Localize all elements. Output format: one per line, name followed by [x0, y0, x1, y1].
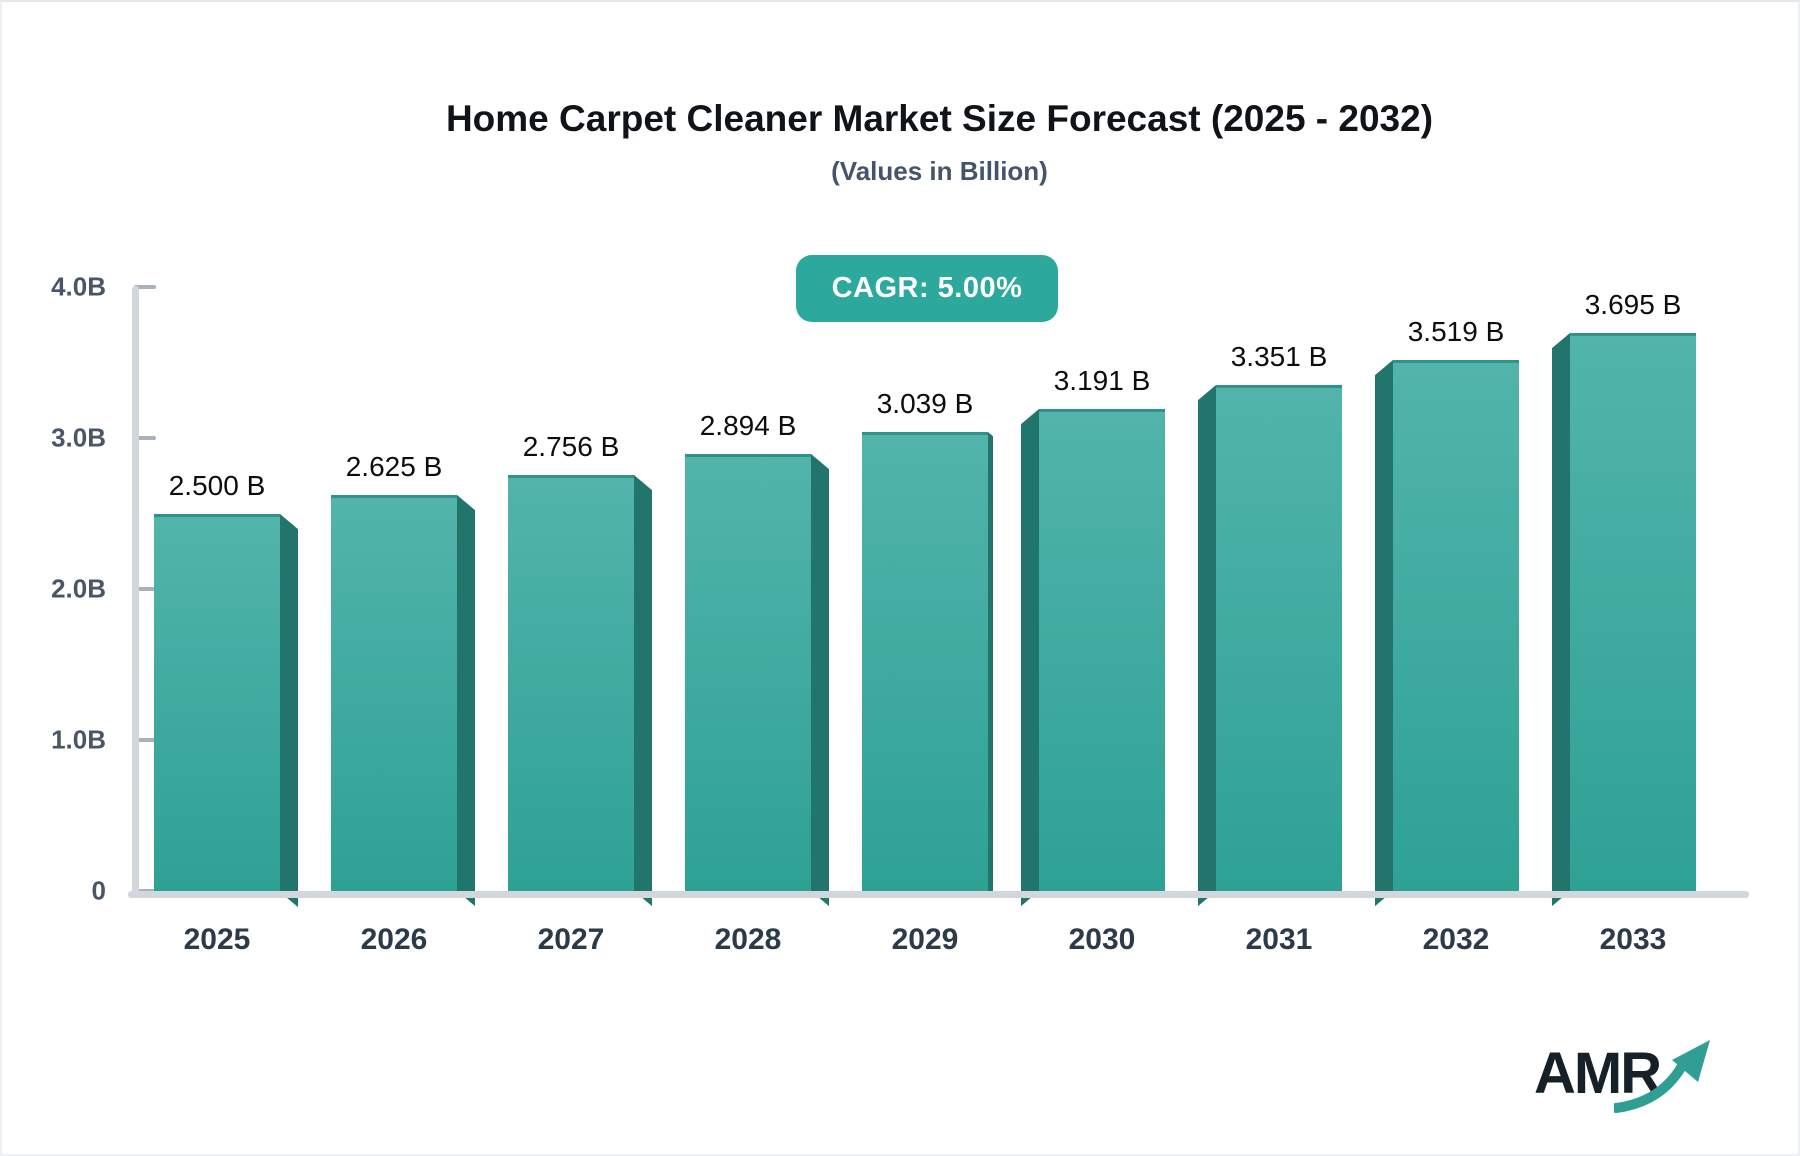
bar-side-face	[988, 432, 993, 896]
plot-area: 2.500 B 2025 2.625 B 2026 2.756 B 2027 2.894 B…	[132, 287, 1747, 956]
y-axis-tick-label: 2.0B	[51, 573, 106, 604]
bar-side-face	[1198, 385, 1216, 907]
x-axis-line	[128, 891, 1749, 898]
y-axis-tick-mark	[134, 587, 156, 591]
bar-group-2028: 2.894 B 2028	[667, 410, 829, 956]
cagr-badge: CAGR: 5.00%	[795, 255, 1059, 322]
bar-side-face	[457, 494, 475, 907]
x-axis-label: 2025	[183, 923, 251, 956]
bar-group-2032: 3.519 B 2032	[1375, 316, 1537, 956]
bar-group-2025: 2.500 B 2025	[136, 470, 298, 956]
bar-value-label: 3.519 B	[1407, 315, 1505, 347]
bar-front-face	[331, 494, 457, 891]
bar-front-face	[154, 513, 280, 891]
bar-front-face	[1039, 409, 1165, 891]
x-axis-label: 2032	[1422, 923, 1490, 956]
bar-front-face	[508, 474, 634, 891]
x-axis-label: 2030	[1068, 923, 1136, 956]
y-axis: 0 1.0B 2.0B 3.0B 4.0B	[16, 272, 156, 906]
bar-value-label: 2.500 B	[168, 469, 266, 501]
x-axis-label: 2026	[360, 923, 428, 956]
bar-group-2031: 3.351 B 2031	[1198, 341, 1360, 956]
bar-side-face	[811, 454, 829, 907]
y-axis-tick-mark	[134, 285, 156, 289]
bar-group-2029: 3.039 B 2029	[844, 388, 1006, 956]
cagr-badge-row: CAGR: 5.00%	[132, 255, 1722, 322]
bar-group-2027: 2.756 B 2027	[490, 431, 652, 956]
y-axis-tick-label: 1.0B	[51, 724, 106, 755]
bar-side-face	[1552, 333, 1570, 907]
bar-value-label: 3.351 B	[1230, 341, 1328, 372]
bar-side-face	[634, 474, 652, 907]
brand-logo: AMR	[1534, 1028, 1734, 1123]
chart-header: Home Carpet Cleaner Market Size Forecast…	[132, 98, 1747, 187]
bar-value-label: 2.894 B	[699, 410, 797, 442]
bar-group-2033: 3.695 B 2033	[1552, 289, 1714, 956]
bar-value-label: 3.039 B	[876, 388, 974, 420]
bar-value-label: 3.695 B	[1584, 289, 1682, 321]
bar-front-face	[862, 432, 988, 891]
brand-logo-text: AMR	[1534, 1041, 1662, 1106]
bar-front-face	[1393, 359, 1519, 891]
bar-side-face	[1021, 409, 1039, 907]
bar-side-face	[1375, 359, 1393, 907]
x-axis-label: 2028	[714, 923, 782, 956]
y-axis-tick-label: 3.0B	[51, 422, 106, 453]
bar-group-2030: 3.191 B 2030	[1021, 365, 1183, 956]
bar-front-face	[1216, 385, 1342, 891]
growth-arrow-icon	[1614, 1040, 1710, 1113]
bar-side-face	[280, 513, 298, 907]
y-axis-tick-label: 4.0B	[51, 271, 106, 302]
bar-value-label: 2.625 B	[345, 450, 443, 482]
x-axis-label: 2027	[537, 923, 605, 956]
x-axis-label: 2031	[1245, 923, 1313, 956]
y-axis-line	[132, 286, 139, 894]
x-axis-label: 2033	[1599, 923, 1667, 956]
chart-subtitle: (Values in Billion)	[831, 156, 1048, 186]
bar-front-face	[685, 454, 811, 891]
bar-front-face	[1570, 333, 1696, 891]
y-axis-tick-label: 0	[91, 875, 106, 906]
bar-value-label: 3.191 B	[1053, 365, 1151, 397]
bar-value-label: 2.756 B	[522, 430, 620, 462]
y-axis-tick-mark	[134, 436, 156, 440]
bar-group-2026: 2.625 B 2026	[313, 451, 475, 956]
x-axis-label: 2029	[891, 923, 959, 956]
y-axis-tick-mark	[134, 738, 156, 742]
chart-title: Home Carpet Cleaner Market Size Forecast…	[445, 98, 1434, 139]
